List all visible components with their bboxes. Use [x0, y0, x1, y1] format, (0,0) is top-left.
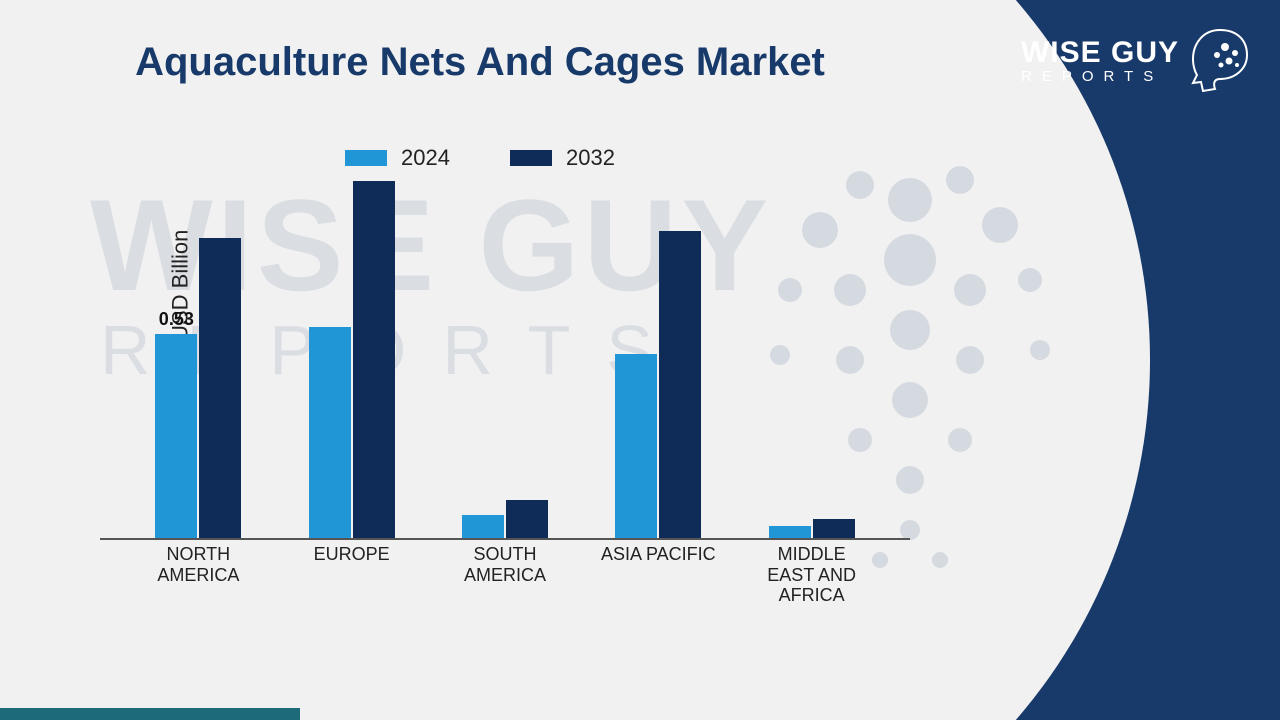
legend: 2024 2032 — [0, 145, 960, 171]
category-label: NORTH AMERICA — [138, 544, 258, 585]
bar-series-b — [506, 500, 548, 538]
bar-series-a — [155, 334, 197, 538]
logo-line2: REPORTS — [1021, 68, 1179, 85]
bar-series-b — [199, 238, 241, 538]
legend-label-b: 2032 — [566, 145, 615, 171]
bar-series-b — [353, 181, 395, 538]
chart-title: Aquaculture Nets And Cages Market — [0, 40, 960, 85]
legend-item-2032: 2032 — [510, 145, 615, 171]
plot-area: 0.53NORTH AMERICAEUROPESOUTH AMERICAASIA… — [100, 175, 910, 540]
bar-series-b — [659, 231, 701, 538]
bar-series-a — [615, 354, 657, 538]
bottom-accent-strip — [0, 708, 300, 720]
category-label: SOUTH AMERICA — [445, 544, 565, 585]
bar-series-a — [769, 526, 811, 538]
category-label: MIDDLE EAST AND AFRICA — [752, 544, 872, 606]
chart-area: 0.53NORTH AMERICAEUROPESOUTH AMERICAASIA… — [100, 175, 910, 540]
logo-head-icon — [1185, 25, 1255, 95]
legend-label-a: 2024 — [401, 145, 450, 171]
bar-series-b — [813, 519, 855, 538]
legend-swatch-a — [345, 150, 387, 166]
bar-series-a — [462, 515, 504, 538]
category-label: EUROPE — [292, 544, 412, 565]
category-label: ASIA PACIFIC — [598, 544, 718, 565]
bar-value-label: 0.53 — [159, 309, 194, 330]
brand-logo: WISE GUY REPORTS — [1021, 25, 1255, 95]
bar-series-a — [309, 327, 351, 538]
legend-item-2024: 2024 — [345, 145, 450, 171]
chart-canvas: WISE GUY REPORTS Aquaculture Nets And Ca… — [0, 0, 1280, 720]
logo-line1: WISE GUY — [1021, 36, 1179, 70]
legend-swatch-b — [510, 150, 552, 166]
